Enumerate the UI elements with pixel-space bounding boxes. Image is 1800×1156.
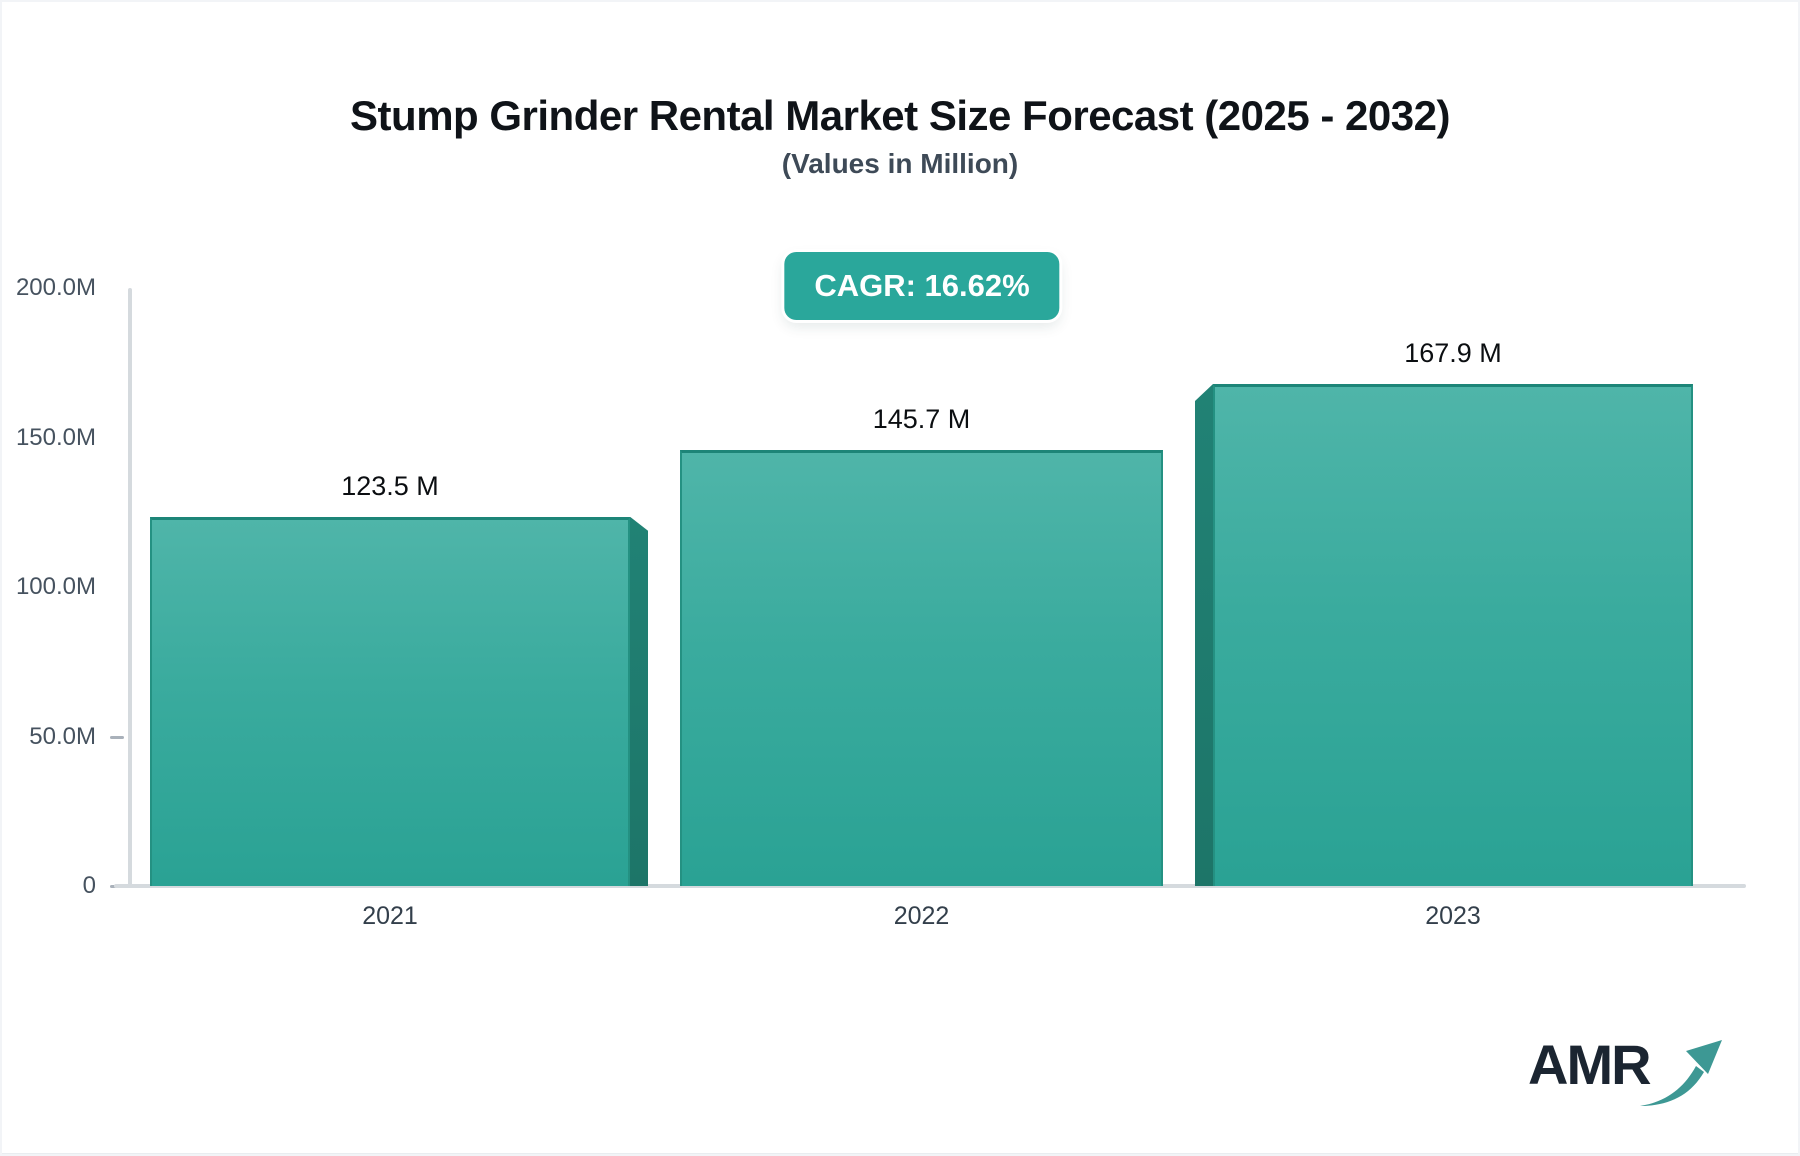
x-axis-category-label: 2023 — [1425, 902, 1481, 930]
bar-value-label: 145.7 M — [872, 404, 971, 435]
chart-title: Stump Grinder Rental Market Size Forecas… — [350, 92, 1450, 139]
bar-value-label: 167.9 M — [1404, 337, 1502, 368]
bar-2021 — [150, 516, 630, 886]
bar-2023 — [1213, 383, 1693, 886]
cagr-badge: CAGR: 16.62% — [784, 252, 1060, 320]
x-axis-line — [114, 884, 1746, 888]
y-axis-label: 200.0M — [15, 274, 96, 301]
bar-2022 — [680, 450, 1163, 886]
growth-arrow-icon — [1639, 1040, 1722, 1106]
y-axis-label: 100.0M — [15, 573, 96, 600]
y-axis-label: 150.0M — [15, 423, 96, 451]
bar-side-panel — [1195, 383, 1213, 886]
brand-logo: AMR — [1528, 1034, 1722, 1110]
x-axis-category-label: 2022 — [893, 902, 950, 930]
y-axis-label: 0 — [82, 872, 96, 899]
brand-logo-text: AMR — [1528, 1033, 1652, 1096]
x-axis-category-label: 2021 — [362, 902, 418, 930]
y-axis-line — [128, 288, 132, 888]
bar-value-label: 123.5 M — [341, 470, 439, 501]
y-axis-label: 50.0M — [29, 722, 96, 750]
chart-subtitle: (Values in Million) — [781, 148, 1019, 179]
bar-side-panel — [630, 516, 648, 886]
y-axis-tick — [110, 735, 124, 739]
